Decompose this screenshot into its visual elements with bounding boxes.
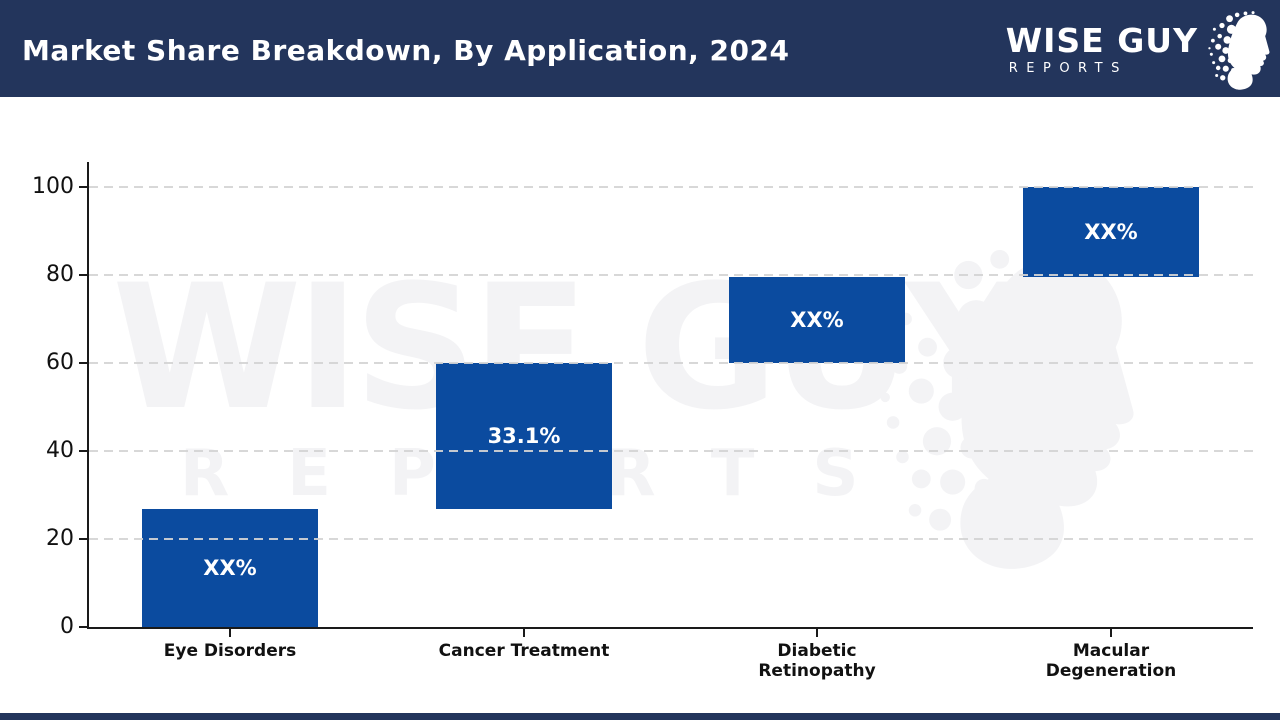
page-title: Market Share Breakdown, By Application, … [22,34,790,67]
category-label-line: Degeneration [1045,661,1177,681]
category-label-line: Diabetic [777,641,857,661]
logo-subtext: REPORTS [1008,60,1128,76]
y-axis-line [87,162,89,629]
y-tick-label-40: 40 [46,438,74,463]
category-label-line: Eye Disorders [163,641,297,661]
bar-value-label-cancer-treatment: 33.1% [487,423,561,448]
y-tick-label-60: 60 [46,350,74,375]
y-tick-mark-0 [79,626,88,628]
logo-wordmark: WISE GUY [1005,20,1198,60]
y-tick-mark-20 [79,538,88,540]
footer-bar [0,713,1280,720]
header-bar: Market Share Breakdown, By Application, … [0,0,1280,97]
bar-eye-disorders [142,508,318,627]
logo-face-icon [1208,11,1270,90]
category-label-line: Macular [1072,641,1150,661]
y-tick-label-100: 100 [32,174,74,199]
y-tick-label-0: 0 [60,614,74,639]
category-label-macular-degeneration: Macular Degeneration [1001,641,1221,681]
category-label-cancer-treatment: Cancer Treatment [414,641,634,661]
bar-value-label-macular-degeneration: XX% [1084,219,1138,244]
category-label-line: Retinopathy [758,661,876,681]
y-tick-mark-100 [79,186,88,188]
gridline-80 [89,274,1253,276]
y-tick-mark-40 [79,450,88,452]
x-axis-line [87,627,1253,629]
wiseguy-logo: WISE GUY REPORTS [1006,5,1272,93]
gridline-20 [89,538,1253,540]
bar-value-label-diabetic-retinopathy: XX% [790,307,844,332]
category-label-line: Cancer Treatment [438,641,610,661]
y-tick-mark-80 [79,274,88,276]
bar-value-label-eye-disorders: XX% [203,555,257,580]
bar-diabetic-retinopathy [729,276,905,363]
category-label-diabetic-retinopathy: Diabetic Retinopathy [707,641,927,681]
logo-text: WISE GUY REPORTS [1005,20,1198,76]
x-tick-mark-diabetic-retinopathy [816,629,818,637]
category-label-eye-disorders: Eye Disorders [120,641,340,661]
gridline-60 [89,362,1253,364]
x-tick-mark-eye-disorders [229,629,231,637]
x-tick-mark-macular-degeneration [1110,629,1112,637]
y-tick-label-20: 20 [46,526,74,551]
gridline-40 [89,450,1253,452]
bar-macular-degeneration [1023,187,1199,277]
bar-cancer-treatment [436,363,612,509]
y-tick-label-80: 80 [46,262,74,287]
y-tick-mark-60 [79,362,88,364]
gridline-100 [89,186,1253,188]
x-tick-mark-cancer-treatment [523,629,525,637]
